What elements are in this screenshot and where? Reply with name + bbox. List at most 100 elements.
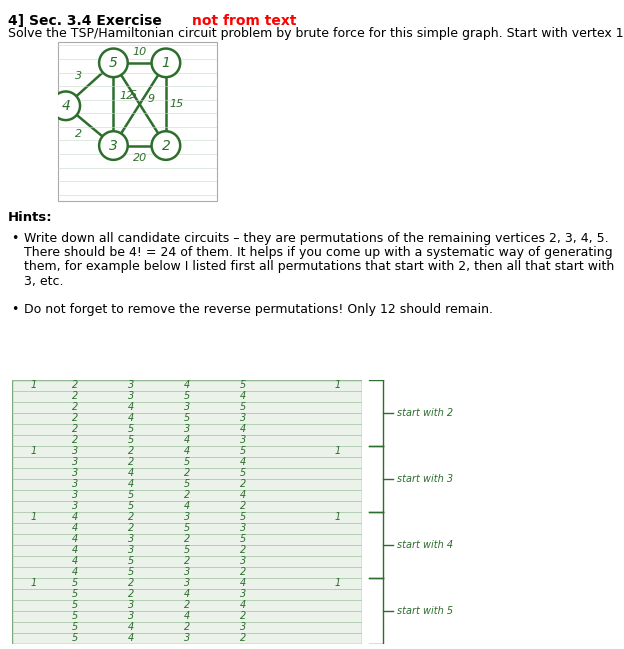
- Text: 5: 5: [72, 611, 79, 621]
- Circle shape: [99, 131, 128, 160]
- Text: 20: 20: [132, 153, 147, 164]
- Text: 3: 3: [72, 490, 79, 500]
- Text: 2: 2: [72, 391, 79, 401]
- Text: start with 2: start with 2: [397, 408, 454, 418]
- Text: start with 4: start with 4: [397, 540, 454, 550]
- Text: 2: 2: [184, 556, 190, 567]
- Text: 5: 5: [184, 391, 190, 401]
- Text: 5: 5: [72, 622, 79, 632]
- Text: 4: 4: [240, 457, 246, 467]
- Text: 3: 3: [72, 501, 79, 511]
- Text: 4: 4: [72, 523, 79, 533]
- Text: 1: 1: [31, 512, 37, 522]
- Text: 4: 4: [128, 468, 134, 478]
- Text: 3: 3: [128, 534, 134, 545]
- Text: 4: 4: [128, 479, 134, 489]
- Text: 1: 1: [334, 512, 341, 522]
- Text: 2: 2: [240, 479, 246, 489]
- Text: 4] Sec. 3.4 Exercise: 4] Sec. 3.4 Exercise: [8, 14, 167, 29]
- Text: 5: 5: [72, 578, 79, 588]
- Text: 4: 4: [184, 435, 190, 445]
- Text: 5: 5: [184, 545, 190, 556]
- Text: start with 5: start with 5: [397, 606, 454, 616]
- Text: 4: 4: [72, 512, 79, 522]
- Text: 3: 3: [128, 611, 134, 621]
- Text: 2: 2: [240, 611, 246, 621]
- Text: 3: 3: [72, 457, 79, 467]
- Text: 5: 5: [240, 512, 246, 522]
- Text: 3: 3: [184, 512, 190, 522]
- Text: 5: 5: [72, 633, 79, 643]
- Text: 3: 3: [240, 523, 246, 533]
- Text: 3: 3: [184, 578, 190, 588]
- Text: 5: 5: [184, 413, 190, 423]
- Text: 4: 4: [128, 633, 134, 643]
- Text: 1: 1: [31, 578, 37, 588]
- Text: 3: 3: [240, 556, 246, 567]
- Text: 3: 3: [75, 71, 82, 81]
- Text: 4: 4: [184, 380, 190, 390]
- Text: 5: 5: [240, 468, 246, 478]
- Text: 1: 1: [162, 56, 170, 70]
- Text: 2: 2: [184, 534, 190, 545]
- Text: 4: 4: [72, 545, 79, 556]
- Text: 2: 2: [72, 424, 79, 434]
- Circle shape: [99, 49, 128, 77]
- Text: 5: 5: [240, 447, 246, 456]
- Text: 3: 3: [128, 391, 134, 401]
- Text: 2: 2: [240, 501, 246, 511]
- Text: 2: 2: [128, 457, 134, 467]
- Text: 4: 4: [240, 391, 246, 401]
- Text: 5: 5: [109, 56, 118, 70]
- Text: not from text: not from text: [192, 14, 296, 29]
- Text: 3: 3: [240, 622, 246, 632]
- Text: 4: 4: [128, 622, 134, 632]
- Text: 4: 4: [240, 424, 246, 434]
- Circle shape: [152, 131, 180, 160]
- Text: 3: 3: [240, 435, 246, 445]
- Text: 5: 5: [72, 589, 79, 599]
- Text: 5: 5: [240, 534, 246, 545]
- Text: 3: 3: [109, 138, 118, 153]
- Text: 3: 3: [72, 479, 79, 489]
- Text: 3, etc.: 3, etc.: [24, 275, 63, 288]
- Text: 2: 2: [162, 138, 170, 153]
- Text: 4: 4: [72, 534, 79, 545]
- Text: 3: 3: [184, 567, 190, 577]
- Text: 2: 2: [75, 129, 82, 139]
- Text: 4: 4: [128, 402, 134, 412]
- Text: 10: 10: [132, 47, 147, 56]
- Text: 4: 4: [184, 501, 190, 511]
- Text: 1: 1: [31, 447, 37, 456]
- Text: 1: 1: [31, 380, 37, 390]
- Text: 3: 3: [240, 589, 246, 599]
- Text: 2: 2: [240, 545, 246, 556]
- Text: 2: 2: [128, 589, 134, 599]
- Text: Hints:: Hints:: [8, 211, 53, 224]
- Text: start with 3: start with 3: [397, 474, 454, 484]
- Text: 2: 2: [72, 435, 79, 445]
- Circle shape: [51, 92, 80, 120]
- Text: 5: 5: [128, 556, 134, 567]
- Text: 5: 5: [184, 457, 190, 467]
- Text: There should be 4! = 24 of them. It helps if you come up with a systematic way o: There should be 4! = 24 of them. It help…: [24, 246, 612, 259]
- Text: •: •: [11, 303, 19, 316]
- Text: 4: 4: [72, 567, 79, 577]
- Text: 5: 5: [240, 402, 246, 412]
- Text: 3: 3: [184, 424, 190, 434]
- Text: 2: 2: [72, 380, 79, 390]
- Text: 2: 2: [240, 567, 246, 577]
- Text: 2: 2: [184, 600, 190, 610]
- Text: 5: 5: [72, 600, 79, 610]
- Text: 2: 2: [128, 512, 134, 522]
- Text: 3: 3: [240, 413, 246, 423]
- Text: 5: 5: [184, 479, 190, 489]
- Text: 9: 9: [147, 94, 154, 104]
- Circle shape: [152, 49, 180, 77]
- Text: them, for example below I listed first all permutations that start with 2, then : them, for example below I listed first a…: [24, 260, 614, 273]
- Text: 12: 12: [119, 92, 134, 101]
- Text: 2: 2: [128, 447, 134, 456]
- Text: 5: 5: [128, 501, 134, 511]
- Text: 4: 4: [184, 611, 190, 621]
- Text: 1: 1: [334, 447, 341, 456]
